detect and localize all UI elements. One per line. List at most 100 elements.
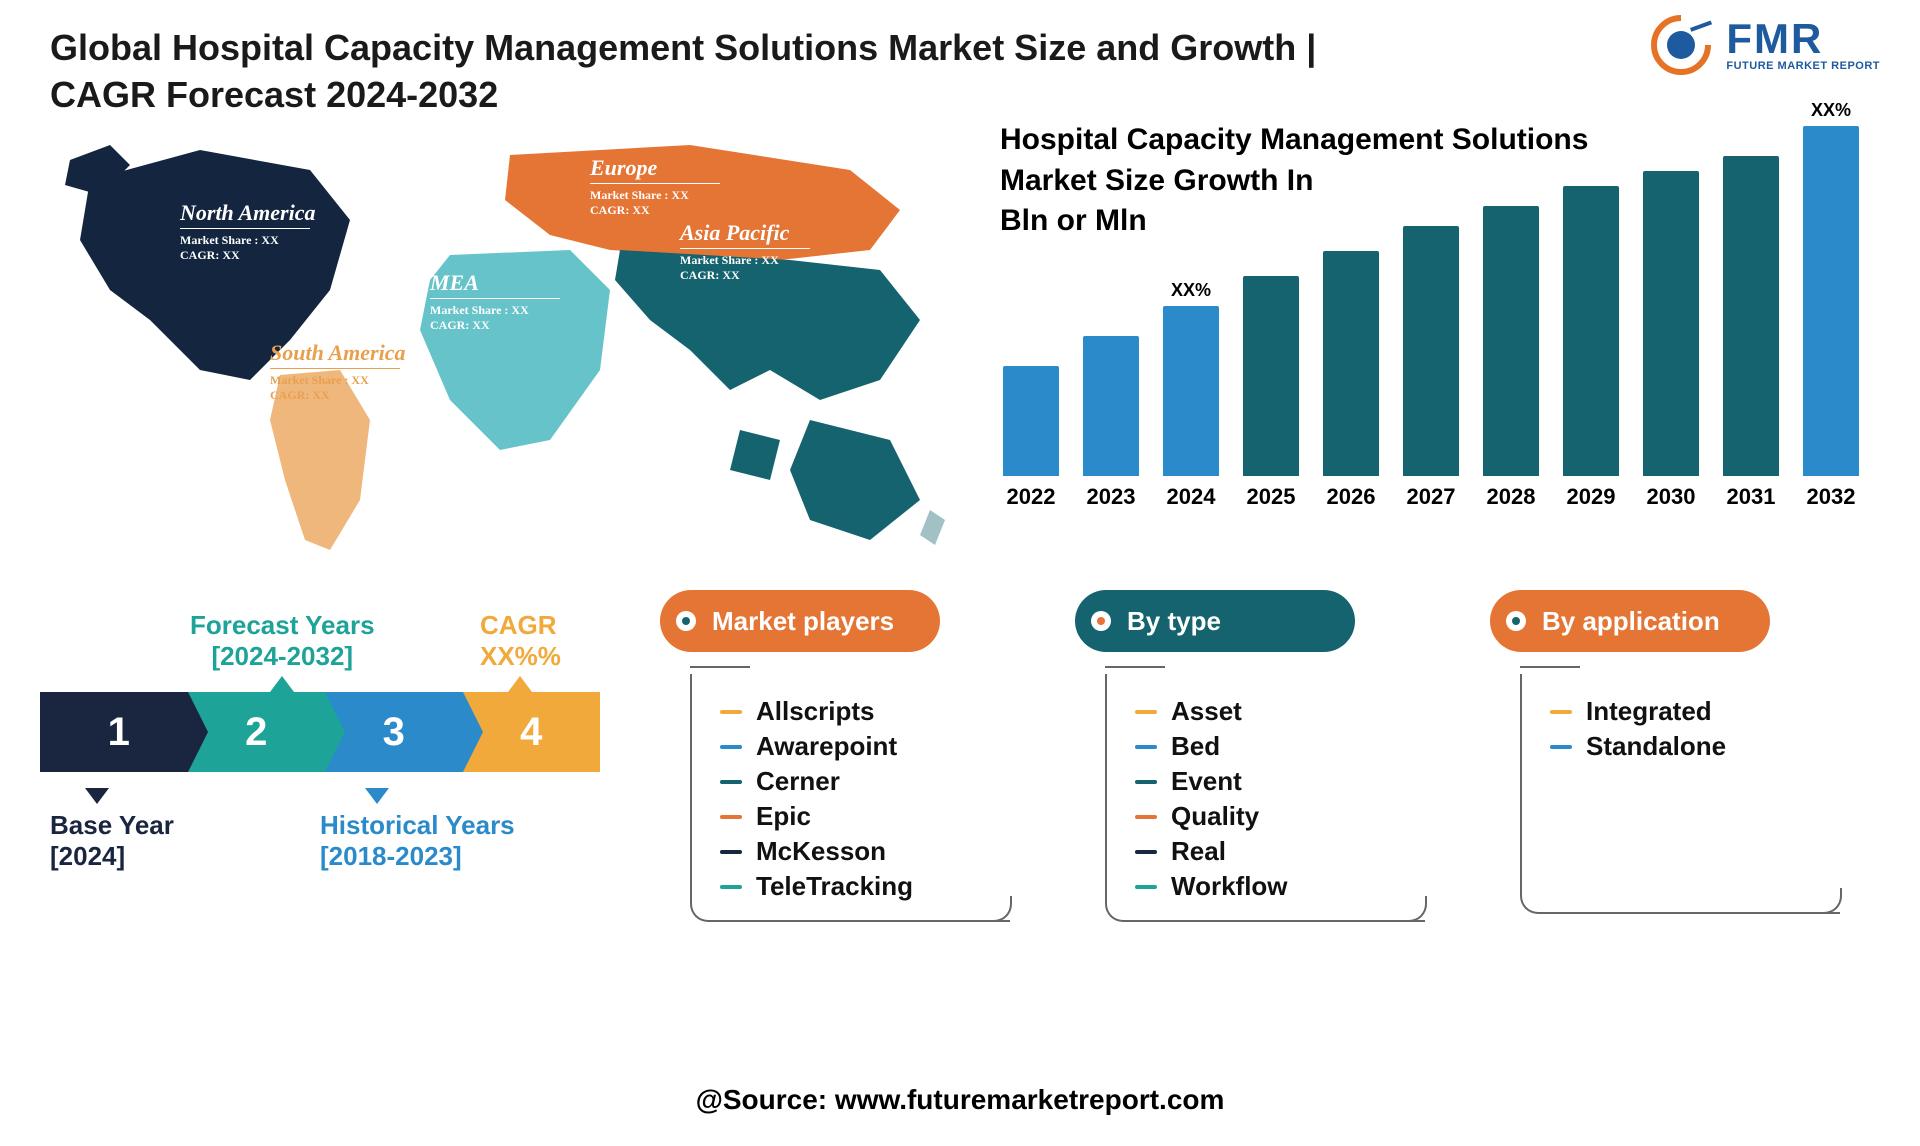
bar-year: 2030 [1647, 484, 1696, 510]
bar-2024: XX%2024 [1160, 306, 1222, 510]
timeline-segment-2: 2 [188, 692, 326, 772]
list-item: Quality [1135, 801, 1415, 832]
tick-icon [720, 815, 742, 819]
list-item-text: Quality [1171, 801, 1259, 832]
pill-dot-icon [1506, 611, 1526, 631]
bar-year: 2026 [1327, 484, 1376, 510]
list-item: Epic [720, 801, 1000, 832]
list-item: Cerner [720, 766, 1000, 797]
region-label-asia-pacific: Asia Pacific Market Share : XX CAGR: XX [680, 220, 810, 283]
tick-icon [1135, 815, 1157, 819]
list-item: Real [1135, 836, 1415, 867]
bar-year: 2027 [1407, 484, 1456, 510]
bar [1083, 336, 1139, 476]
by-type-pill: By type [1075, 590, 1355, 652]
list-item-text: Real [1171, 836, 1226, 867]
list-item-text: Bed [1171, 731, 1220, 762]
by-application-section: By application Integrated Standalone [1490, 590, 1860, 914]
tick-icon [720, 780, 742, 784]
region-asia-pacific-shape [615, 250, 920, 540]
logo-fmr-text: FMR [1726, 18, 1880, 60]
list-item-text: Workflow [1171, 871, 1288, 902]
bar [1563, 186, 1619, 476]
market-players-section: Market players Allscripts Awarepoint Cerne… [660, 590, 1030, 922]
bar-year: 2032 [1807, 484, 1856, 510]
tick-icon [720, 850, 742, 854]
region-label-south-america: South America Market Share : XX CAGR: XX [270, 340, 406, 403]
by-application-pill: By application [1490, 590, 1770, 652]
region-label-mea: MEA Market Share : XX CAGR: XX [430, 270, 560, 333]
list-item: Standalone [1550, 731, 1830, 762]
bar-2028: 2028 [1480, 206, 1542, 510]
cagr-label: CAGR XX%% [480, 610, 561, 692]
bar-2032: XX%2032 [1800, 126, 1862, 510]
bar-year: 2029 [1567, 484, 1616, 510]
bar-year: 2031 [1727, 484, 1776, 510]
historical-years-label: Historical Years [2018-2023] [320, 810, 515, 872]
tick-icon [1135, 745, 1157, 749]
bar [1723, 156, 1779, 476]
bar-year: 2025 [1247, 484, 1296, 510]
list-item-text: Allscripts [756, 696, 875, 727]
list-item-text: Awarepoint [756, 731, 897, 762]
list-item: Bed [1135, 731, 1415, 762]
world-map: North America Market Share : XX CAGR: XX… [50, 140, 950, 560]
tick-icon [1550, 745, 1572, 749]
region-label-north-america: North America Market Share : XX CAGR: XX [180, 200, 315, 263]
tick-icon [1550, 710, 1572, 714]
bar-2027: 2027 [1400, 226, 1462, 510]
bar-year: 2024 [1167, 484, 1216, 510]
bar-2023: 2023 [1080, 336, 1142, 510]
market-players-pill: Market players [660, 590, 940, 652]
by-type-section: By type Asset Bed Event Quality Real Workflow [1075, 590, 1445, 922]
list-item: Asset [1135, 696, 1415, 727]
bar [1163, 306, 1219, 476]
region-label-europe: Europe Market Share : XX CAGR: XX [590, 155, 720, 218]
bar-2031: 2031 [1720, 156, 1782, 510]
list-item-text: Cerner [756, 766, 840, 797]
list-item: Event [1135, 766, 1415, 797]
list-item: Workflow [1135, 871, 1415, 902]
page-title: Global Hospital Capacity Management Solu… [50, 25, 1450, 119]
bar-2029: 2029 [1560, 186, 1622, 510]
list-item-text: TeleTracking [756, 871, 913, 902]
forecast-years-label: Forecast Years [2024-2032] [190, 610, 375, 692]
tick-icon [720, 745, 742, 749]
logo-graphic-icon [1646, 10, 1716, 80]
list-item: McKesson [720, 836, 1000, 867]
bar-2025: 2025 [1240, 276, 1302, 510]
timeline-segment-4: 4 [463, 692, 601, 772]
bar-2026: 2026 [1320, 251, 1382, 510]
bar [1323, 251, 1379, 476]
list-item: Integrated [1550, 696, 1830, 727]
timeline-segment-3: 3 [325, 692, 463, 772]
bar-label-first: XX% [1171, 280, 1211, 301]
list-item-text: Standalone [1586, 731, 1726, 762]
bar [1803, 126, 1859, 476]
bar [1003, 366, 1059, 476]
pill-dot-icon [676, 611, 696, 631]
tick-icon [720, 710, 742, 714]
bar [1643, 171, 1699, 476]
tick-icon [1135, 710, 1157, 714]
bar-label-last: XX% [1811, 100, 1851, 121]
bar-year: 2023 [1087, 484, 1136, 510]
tick-icon [1135, 850, 1157, 854]
bar-year: 2028 [1487, 484, 1536, 510]
bar-chart: Hospital Capacity Management Solutions M… [1000, 120, 1870, 510]
list-item: Awarepoint [720, 731, 1000, 762]
list-item-text: Event [1171, 766, 1242, 797]
title-line-2: CAGR Forecast 2024-2032 [50, 74, 498, 115]
list-item-text: McKesson [756, 836, 886, 867]
bar [1483, 206, 1539, 476]
tick-icon [720, 885, 742, 889]
fmr-logo: FMR FUTURE MARKET REPORT [1646, 10, 1880, 80]
bar [1243, 276, 1299, 476]
tick-icon [1135, 885, 1157, 889]
tick-icon [1135, 780, 1157, 784]
bar [1403, 226, 1459, 476]
bar-2030: 2030 [1640, 171, 1702, 510]
bar-2022: 2022 [1000, 366, 1062, 510]
timeline-segment-1: 1 [40, 692, 188, 772]
pill-dot-icon [1091, 611, 1111, 631]
